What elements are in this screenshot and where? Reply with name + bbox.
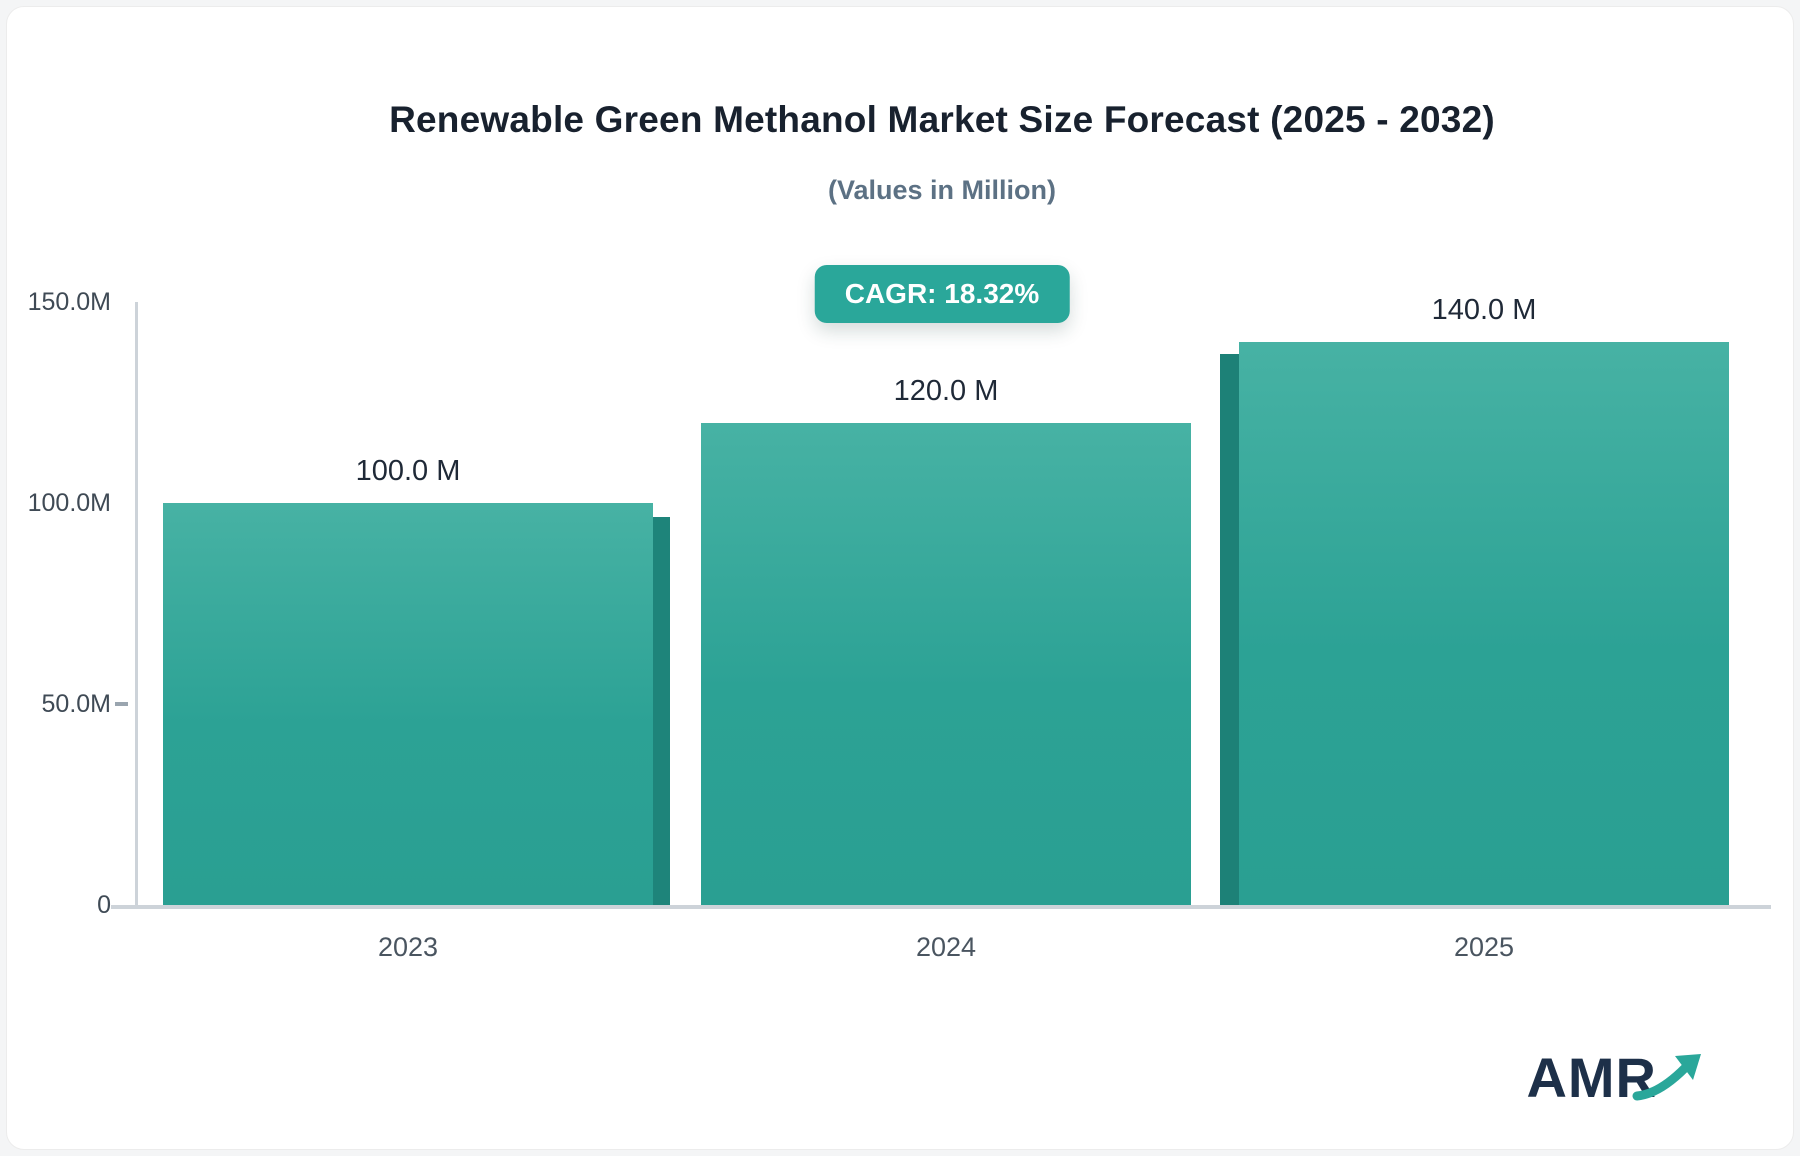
- chart-title: Renewable Green Methanol Market Size For…: [389, 99, 1495, 140]
- x-axis-label-2024: 2024: [915, 932, 977, 962]
- y-tick-label: 0: [97, 891, 111, 919]
- y-tick-label: 100.0M: [27, 489, 111, 517]
- growth-arrow-icon: [1631, 1050, 1705, 1111]
- bar-value-label: 100.0 M: [355, 455, 461, 487]
- x-axis-line: [111, 905, 1771, 909]
- bar-2023: 100.0 M: [163, 455, 670, 905]
- bar-value-label: 120.0 M: [893, 374, 999, 407]
- x-axis-label-2025: 2025: [1453, 932, 1515, 962]
- bar-group-2023: 100.0 M 2023: [163, 302, 670, 962]
- bar-2025: 140.0 M: [1220, 294, 1729, 905]
- bar-group-2025: 140.0 M 2025: [1220, 294, 1729, 962]
- y-tick-label: 150.0M: [27, 288, 111, 316]
- bar-2024: 120.0 M: [701, 375, 1191, 905]
- y-tick-mark: [115, 702, 128, 706]
- x-axis-label-2023: 2023: [377, 932, 439, 962]
- y-axis-line: [135, 302, 138, 908]
- chart-card: Renewable Green Methanol Market Size For…: [6, 6, 1794, 1150]
- y-tick-label: 50.0M: [41, 690, 111, 718]
- amr-logo: AMR: [1526, 1044, 1705, 1111]
- chart-subtitle: (Values in Million): [827, 175, 1057, 205]
- bars-container: 100.0 M 2023 120.0 M 2024 140.0 M 2025: [138, 294, 1768, 962]
- cagr-badge: CAGR: 18.32%: [814, 265, 1070, 323]
- bar-group-2024: 120.0 M 2024: [701, 302, 1191, 962]
- bar-value-label: 140.0 M: [1431, 294, 1537, 327]
